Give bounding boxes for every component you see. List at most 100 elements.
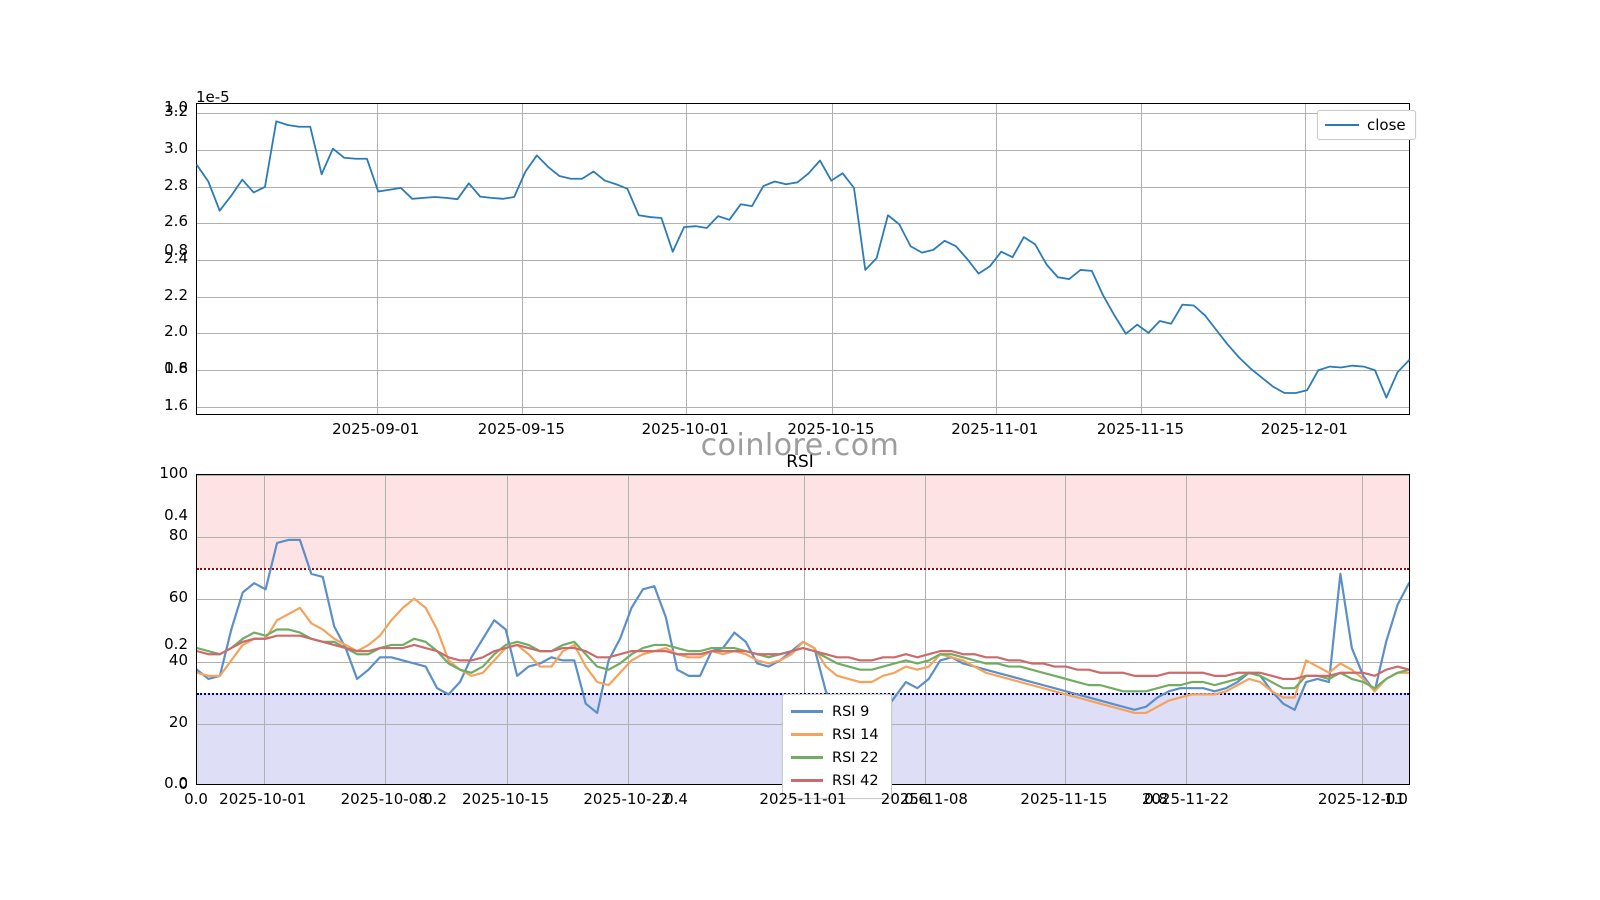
price-y-tick: 1.6	[164, 395, 188, 414]
price-y-tick: 2.2	[164, 285, 188, 304]
gridline-horizontal	[197, 296, 1409, 298]
rsi-legend-item[interactable]: RSI 42	[791, 769, 879, 792]
legend-swatch	[791, 779, 823, 782]
rsi-y-tick: 0	[178, 775, 188, 793]
gridline-vertical	[376, 104, 378, 414]
legend-swatch	[791, 733, 823, 736]
rsi-x-tick: 2025-12-01	[1317, 790, 1406, 808]
gridline-horizontal	[197, 537, 1409, 539]
rsi-y-tick: 100	[159, 464, 188, 482]
rsi-x-tick: 2025-10-22	[583, 790, 671, 808]
rsi-y-tick-overlay: 0.4	[164, 506, 188, 524]
close-legend-swatch	[1325, 124, 1359, 126]
rsi-y-tick-overlay: 0.0	[164, 774, 188, 792]
price-y-tick: 3.2	[164, 102, 188, 121]
price-y-tick: 3.0	[164, 138, 188, 157]
rsi-x-tick: 2025-11-01	[759, 790, 847, 808]
close-legend-label: close	[1367, 116, 1406, 134]
price-x-tick: 2025-11-15	[1096, 420, 1185, 438]
gridline-horizontal	[197, 260, 1409, 261]
gridline-vertical	[1362, 475, 1364, 784]
rsi-legend-item[interactable]: RSI 14	[791, 723, 879, 746]
price-legend[interactable]: close	[1317, 110, 1416, 140]
price-y-tick-overlay: 0.6	[164, 359, 188, 377]
close-price-line	[196, 120, 1410, 399]
price-x-tick: 2025-12-01	[1260, 420, 1348, 438]
rsi-y-tick-overlay: 0.2	[164, 635, 188, 653]
legend-label: RSI 22	[832, 749, 879, 766]
gridline-horizontal	[197, 149, 1409, 151]
rsi-x-tick: 2025-10-15	[461, 790, 550, 808]
rsi-y-tick: 60	[168, 588, 188, 607]
rsi-22-line	[197, 628, 1409, 693]
rsi-legend-item[interactable]: RSI 9	[791, 700, 879, 723]
legend-label: RSI 9	[832, 703, 870, 720]
rsi-y-tick: 20	[168, 712, 188, 731]
price-x-tick: 2025-09-15	[477, 420, 565, 438]
rsi-x-tick: 2025-11-22	[1141, 790, 1229, 808]
price-x-tick: 2025-10-01	[641, 420, 729, 438]
gridline-vertical	[263, 475, 265, 784]
price-y-tick: 2.0	[164, 322, 188, 341]
gridline-vertical	[627, 475, 629, 784]
gridline-vertical	[831, 104, 833, 414]
gridline-vertical	[686, 104, 688, 414]
legend-label: RSI 14	[832, 726, 879, 743]
rsi-x-tick: 2025-10-01	[219, 790, 307, 808]
gridline-vertical	[506, 475, 508, 784]
gridline-vertical	[1305, 104, 1307, 414]
price-y-tick-overlay: 0.8	[164, 241, 188, 259]
rsi-y-tick: 40	[168, 650, 188, 669]
price-line-series	[196, 120, 1410, 399]
rsi-x-tick-overlay: 1.0	[1384, 790, 1408, 808]
rsi-y-tick: 80	[168, 526, 188, 545]
gridline-horizontal	[197, 406, 1409, 408]
rsi-42-line	[197, 634, 1409, 681]
rsi-x-tick-overlay: 0.8	[1144, 790, 1168, 808]
price-x-tick: 2025-11-01	[951, 420, 1039, 438]
rsi-x-tick: 2025-11-15	[1020, 790, 1108, 808]
rsi-x-tick: 2025-10-08	[340, 790, 428, 808]
price-x-tick: 2025-09-01	[332, 420, 420, 438]
rsi-x-tick-overlay: 0.2	[423, 790, 447, 808]
overbought-band	[197, 475, 1409, 569]
oversold-threshold-line	[197, 692, 1409, 695]
overbought-threshold-line	[197, 568, 1409, 571]
rsi-legend-item[interactable]: RSI 22	[791, 746, 879, 769]
gridline-vertical	[1065, 475, 1066, 784]
gridline-horizontal	[197, 475, 1409, 476]
y-axis-offset-exponent: 1e-5	[196, 88, 230, 106]
gridline-vertical	[804, 475, 805, 784]
gridline-horizontal	[197, 186, 1409, 188]
gridline-horizontal	[197, 370, 1409, 372]
rsi-x-tick-overlay: 0.6	[904, 790, 928, 808]
rsi-x-tick: 2025-11-08	[880, 790, 968, 808]
rsi-x-tick-overlay: 0.0	[184, 790, 208, 808]
legend-label: RSI 42	[832, 772, 879, 789]
gridline-horizontal	[197, 333, 1409, 335]
rsi-14-line	[197, 597, 1409, 715]
gridline-vertical	[1141, 104, 1143, 414]
rsi-chart-plot-area	[196, 474, 1410, 785]
gridline-vertical	[1186, 475, 1188, 784]
rsi-line-series	[197, 538, 1409, 733]
price-y-tick: 2.6	[164, 212, 188, 231]
price-y-tick-overlay: 1.0	[164, 98, 188, 116]
gridline-vertical	[522, 104, 524, 414]
gridline-horizontal	[197, 661, 1409, 663]
gridline-horizontal	[197, 223, 1409, 225]
price-y-tick: 2.8	[164, 175, 188, 194]
legend-swatch	[791, 756, 823, 759]
rsi-panel-title: RSI	[786, 452, 814, 472]
gridline-horizontal	[197, 599, 1409, 601]
price-y-tick: 1.8	[164, 359, 188, 378]
rsi-x-tick-overlay: 0.4	[664, 790, 688, 808]
gridline-vertical	[925, 475, 927, 784]
price-chart-plot-area	[196, 103, 1410, 415]
gridline-horizontal	[197, 113, 1409, 115]
price-x-tick: 2025-10-15	[787, 420, 875, 438]
rsi-legend[interactable]: RSI 9 RSI 14 RSI 22 RSI 42	[782, 694, 892, 799]
legend-swatch	[791, 710, 823, 713]
price-y-tick: 2.4	[164, 249, 188, 267]
